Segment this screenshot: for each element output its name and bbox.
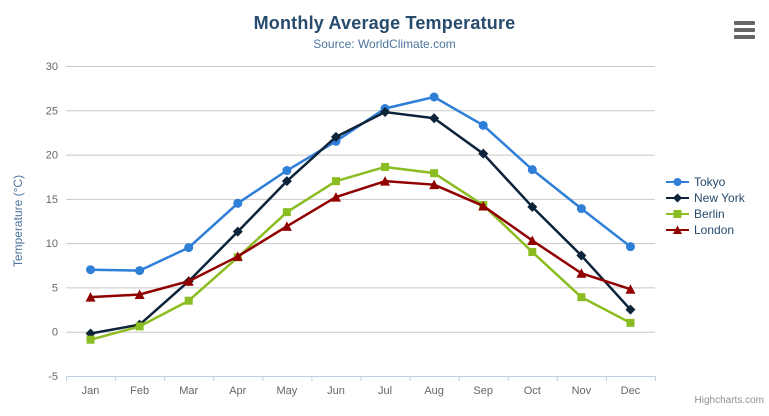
data-point-marker[interactable] — [625, 242, 635, 252]
x-axis-month-label: Mar — [179, 385, 198, 397]
legend: Tokyo New York Berlin London — [666, 175, 745, 237]
data-point-marker[interactable] — [576, 250, 587, 261]
data-point-marker[interactable] — [576, 204, 586, 214]
data-point-marker[interactable] — [673, 193, 682, 203]
series-line — [89, 95, 632, 272]
data-point-marker[interactable] — [330, 192, 341, 202]
data-point-marker[interactable] — [528, 248, 537, 256]
y-axis-tick-label: 10 — [46, 238, 58, 250]
data-point-marker[interactable] — [135, 322, 144, 331]
data-point-marker[interactable] — [331, 177, 340, 186]
data-point-marker[interactable] — [527, 235, 538, 245]
data-point-marker[interactable] — [527, 201, 538, 212]
data-point-marker[interactable] — [86, 265, 96, 275]
legend-label: Tokyo — [694, 175, 726, 189]
legend-marker-london — [666, 225, 689, 235]
legend-label: Berlin — [694, 207, 725, 221]
x-axis-month-label: May — [276, 385, 297, 397]
series-line — [89, 179, 632, 299]
data-point-marker[interactable] — [134, 289, 145, 300]
data-point-marker[interactable] — [135, 266, 145, 276]
x-axis-month-label: Oct — [524, 385, 541, 397]
y-axis-tick-label: 25 — [46, 105, 58, 117]
data-point-marker[interactable] — [233, 198, 243, 208]
chart-title: Monthly Average Temperature — [253, 13, 516, 33]
legend-label: London — [694, 223, 735, 237]
legend-marker-new-york — [666, 193, 689, 203]
series-new-york — [85, 107, 636, 339]
data-point-marker[interactable] — [381, 162, 390, 171]
data-point-marker[interactable] — [478, 148, 489, 159]
data-point-marker[interactable] — [429, 92, 439, 102]
chart-subtitle: Source: WorldClimate.com — [313, 37, 456, 51]
data-point-marker[interactable] — [576, 268, 587, 278]
data-point-marker[interactable] — [232, 226, 243, 237]
credits-link[interactable]: Highcharts.com — [694, 395, 764, 406]
x-axis-month-label: Jan — [82, 385, 100, 397]
legend-item-tokyo[interactable]: Tokyo — [666, 175, 745, 189]
data-point-marker[interactable] — [430, 169, 439, 178]
data-point-marker[interactable] — [625, 284, 636, 294]
series-tokyo — [86, 92, 635, 276]
y-axis-tick-label: 15 — [46, 194, 58, 206]
y-axis-tick-label: 20 — [46, 150, 58, 162]
data-point-marker[interactable] — [184, 296, 193, 305]
data-point-marker[interactable] — [673, 225, 682, 235]
data-point-marker[interactable] — [282, 166, 292, 176]
x-axis-month-label: Sep — [473, 385, 493, 397]
data-point-marker[interactable] — [85, 292, 96, 302]
data-point-marker[interactable] — [380, 107, 391, 118]
data-point-marker[interactable] — [281, 176, 292, 187]
legend-item-new-york[interactable]: New York — [666, 191, 745, 205]
hamburger-icon — [733, 21, 755, 39]
data-point-marker[interactable] — [330, 131, 341, 142]
data-point-marker[interactable] — [626, 318, 635, 327]
x-axis-month-label: Aug — [424, 385, 444, 397]
data-point-marker[interactable] — [673, 210, 682, 218]
data-point-marker[interactable] — [281, 221, 292, 231]
data-point-marker[interactable] — [184, 243, 194, 253]
x-axis-month-label: Jul — [378, 385, 392, 397]
y-axis-tick-label: -5 — [48, 371, 58, 383]
y-axis-tick-label: 30 — [46, 61, 58, 73]
y-axis-title: Temperature (°C) — [11, 175, 25, 267]
data-point-marker[interactable] — [86, 335, 95, 344]
legend-marker-tokyo — [666, 178, 689, 186]
data-point-marker[interactable] — [429, 179, 440, 190]
x-axis-month-label: Apr — [229, 385, 246, 397]
data-point-marker[interactable] — [625, 304, 636, 315]
y-axis-tick-label: 0 — [52, 327, 58, 339]
data-point-marker[interactable] — [577, 293, 586, 302]
data-point-marker[interactable] — [183, 276, 194, 286]
legend-marker-berlin — [666, 210, 689, 218]
legend-item-berlin[interactable]: Berlin — [666, 207, 745, 221]
x-axis-month-label: Nov — [572, 385, 592, 397]
data-point-marker[interactable] — [673, 178, 682, 186]
data-point-marker[interactable] — [478, 120, 488, 130]
data-point-marker[interactable] — [380, 176, 391, 186]
data-point-marker[interactable] — [478, 200, 489, 211]
series-line — [89, 110, 632, 335]
series-line — [89, 165, 632, 341]
y-axis-tick-label: 5 — [52, 282, 58, 294]
x-axis-month-label: Jun — [327, 385, 345, 397]
x-axis-month-label: Dec — [621, 385, 641, 397]
data-point-marker[interactable] — [282, 208, 291, 217]
data-point-marker[interactable] — [527, 165, 537, 175]
export-menu-button[interactable] — [731, 19, 757, 41]
legend-item-london[interactable]: London — [666, 223, 745, 237]
data-point-marker[interactable] — [429, 113, 440, 124]
legend-label: New York — [694, 191, 745, 205]
x-axis-month-label: Feb — [130, 385, 149, 397]
series-london — [85, 176, 636, 302]
data-point-marker[interactable] — [232, 251, 243, 261]
